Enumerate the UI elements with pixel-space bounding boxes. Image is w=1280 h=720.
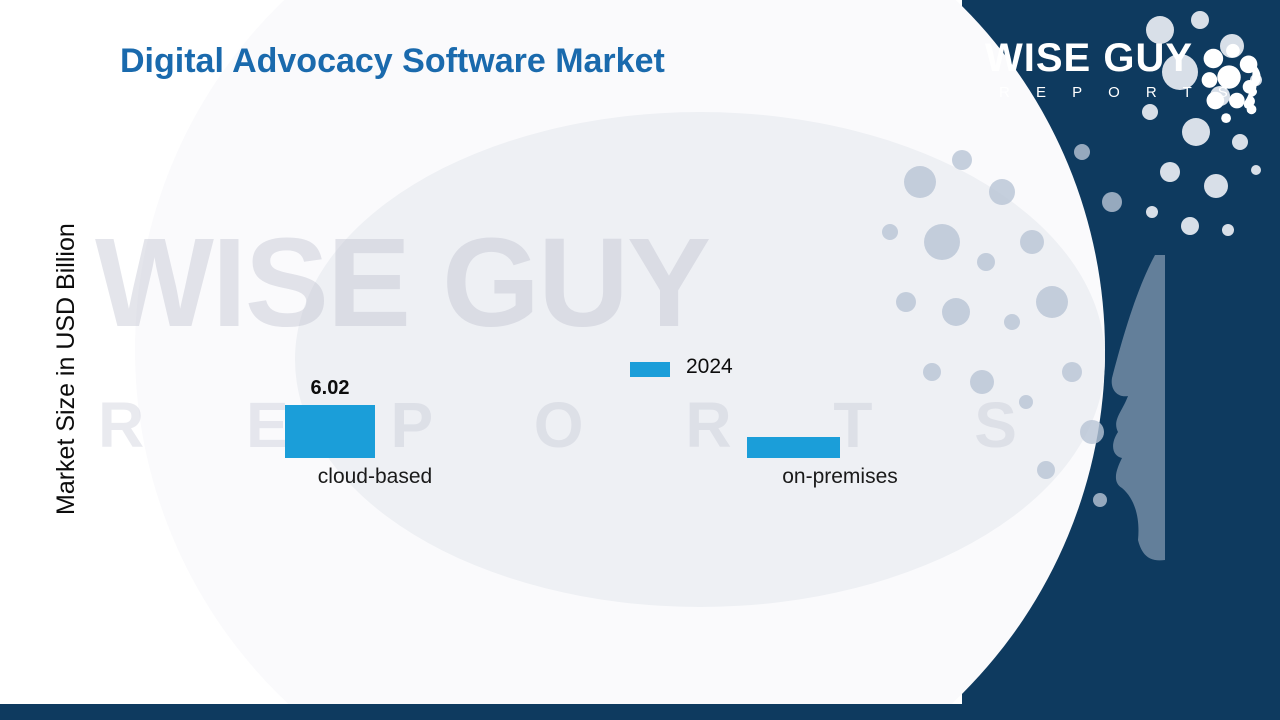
chart-title: Digital Advocacy Software Market: [120, 42, 665, 80]
watermark-blob: [295, 112, 1105, 607]
brand-logo-face-icon: [1201, 43, 1261, 124]
bar-cloud-based: [285, 405, 375, 458]
legend-label: 2024: [686, 355, 733, 378]
bar-on-premises: [747, 437, 840, 458]
watermark-text-line1: WISE GUY: [95, 212, 711, 353]
category-label-cloud-based: cloud-based: [317, 465, 433, 488]
watermark-text-line2: R E P O R T S: [98, 389, 1059, 461]
bar-value-label: 6.02: [310, 377, 350, 399]
legend-swatch: [630, 362, 670, 377]
category-label-on-premises: on-premises: [782, 465, 898, 488]
y-axis-label: Market Size in USD Billion: [52, 223, 80, 515]
footer-bar: [0, 704, 1280, 720]
